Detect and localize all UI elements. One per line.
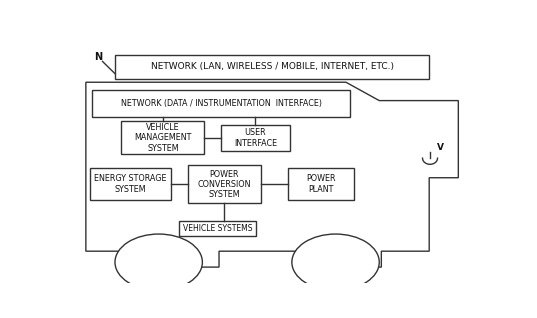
Text: ENERGY STORAGE
SYSTEM: ENERGY STORAGE SYSTEM [95, 174, 167, 194]
Bar [115, 55, 429, 79]
Text: POWER
PLANT: POWER PLANT [306, 174, 336, 194]
Text: V: V [437, 142, 444, 152]
Text: NETWORK (DATA / INSTRUMENTATION  INTERFACE): NETWORK (DATA / INSTRUMENTATION INTERFAC… [121, 99, 322, 107]
Bar [188, 165, 260, 204]
Ellipse shape [292, 234, 379, 290]
Text: NETWORK (LAN, WIRELESS / MOBILE, INTERNET, ETC.): NETWORK (LAN, WIRELESS / MOBILE, INTERNE… [150, 62, 394, 72]
Text: N: N [95, 52, 103, 61]
Ellipse shape [115, 234, 202, 290]
Text: POWER
CONVERSION
SYSTEM: POWER CONVERSION SYSTEM [198, 169, 251, 199]
Text: VEHICLE
MANAGEMENT
SYSTEM: VEHICLE MANAGEMENT SYSTEM [134, 123, 192, 153]
Text: USER
INTERFACE: USER INTERFACE [234, 128, 277, 148]
Bar [221, 125, 290, 151]
Bar [121, 121, 205, 155]
Bar [92, 90, 350, 116]
Text: VEHICLE SYSTEMS: VEHICLE SYSTEMS [183, 224, 253, 233]
Bar [288, 168, 354, 200]
Polygon shape [86, 82, 459, 267]
Bar [90, 168, 171, 200]
Bar [179, 221, 257, 237]
